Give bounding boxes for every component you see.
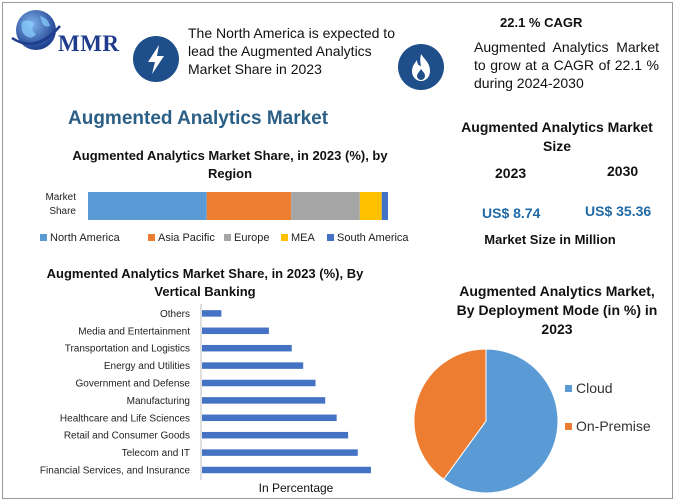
vertical-x-axis-label: In Percentage (259, 481, 334, 495)
region-stacked-bar-chart: Market Share North America Asia Pacific Eu… (40, 192, 409, 244)
legend-swatch-europe (224, 234, 231, 241)
vertical-label-telecom-and-it: Telecom and IT (122, 448, 190, 459)
flame-icon (398, 44, 444, 90)
legend-swatch-south-america (327, 234, 334, 241)
region-bar-mea (359, 192, 382, 220)
mmr-logo (11, 10, 61, 50)
region-bar-europe (291, 192, 360, 220)
legend-label-mea: MEA (291, 232, 316, 244)
vertical-bar-healthcare-and-life-sciences (202, 414, 337, 422)
vertical-bar-financial-services-and-insurance (202, 466, 371, 474)
vertical-label-retail-and-consumer-goods: Retail and Consumer Goods (64, 431, 190, 442)
main-title: Augmented Analytics Market (68, 108, 329, 129)
legend-swatch-asia-pacific (148, 234, 155, 241)
region-bar-north-america (88, 192, 207, 220)
vertical-bar-manufacturing (202, 397, 326, 404)
infographic-frame (2, 2, 673, 499)
pie-slice-cloud (442, 348, 559, 494)
vertical-label-manufacturing: Manufacturing (127, 396, 190, 407)
pie-legend-swatch-cloud (565, 385, 572, 392)
lightning-icon (133, 36, 179, 82)
vertical-bar-others (202, 310, 222, 317)
value-2030: US$ 35.36 (585, 203, 652, 219)
deployment-pie-chart: Cloud On-Premise (413, 348, 651, 494)
vertical-label-healthcare-and-life-sciences: Healthcare and Life Sciences (60, 413, 190, 424)
cagr-text: Augmented Analytics Market to grow at a … (474, 39, 659, 91)
region-bar-asia-pacific (206, 192, 292, 220)
pie-slice-on-premise (413, 348, 487, 480)
legend-swatch-mea (281, 234, 288, 241)
year-2030: 2030 (607, 163, 639, 179)
vertical-bar-media-and-entertainment (202, 327, 269, 335)
pie-chart-title: Augmented Analytics Market, By Deploymen… (456, 283, 658, 337)
market-size-title: Augmented Analytics Market Size (461, 119, 653, 154)
vertical-bar-telecom-and-it (202, 449, 358, 456)
legend-label-asia-pacific: Asia Pacific (158, 232, 215, 244)
region-bar-south-america (381, 192, 388, 220)
pie-legend-label-cloud: Cloud (576, 380, 613, 396)
cagr-title: 22.1 % CAGR (500, 15, 583, 30)
logo-text: MMR (58, 31, 120, 56)
legend-label-europe: Europe (234, 232, 269, 244)
pie-legend-label-on-premise: On-Premise (576, 418, 651, 434)
vertical-label-energy-and-utilities: Energy and Utilities (104, 361, 190, 372)
year-2023: 2023 (495, 165, 527, 181)
north-america-highlight: The North America is expected to lead th… (188, 25, 395, 77)
value-2023: US$ 8.74 (482, 205, 541, 221)
region-category-label-line2: Share (49, 206, 76, 217)
market-size-unit: Market Size in Million (484, 232, 616, 247)
pie-legend-swatch-on-premise (565, 423, 572, 430)
legend-label-north-america: North America (50, 232, 121, 244)
vertical-label-government-and-defense: Government and Defense (75, 379, 190, 390)
vertical-bar-energy-and-utilities (202, 362, 304, 369)
region-category-label: Market (45, 192, 76, 203)
vertical-bar-government-and-defense (202, 379, 316, 387)
legend-swatch-north-america (40, 234, 47, 241)
vertical-chart-title: Augmented Analytics Market Share, in 202… (46, 266, 364, 299)
legend-label-south-america: South America (337, 232, 409, 244)
vertical-bar-retail-and-consumer-goods (202, 431, 349, 439)
vertical-label-financial-services-and-insurance: Financial Services, and Insurance (40, 466, 191, 477)
vertical-label-transportation-and-logistics: Transportation and Logistics (65, 344, 190, 355)
vertical-bar-transportation-and-logistics (202, 344, 292, 352)
vertical-label-others: Others (160, 309, 190, 320)
vertical-bar-chart: Financial Services, and Insurance Telecom… (40, 304, 371, 495)
region-chart-title: Augmented Analytics Market Share, in 202… (72, 148, 388, 181)
vertical-label-media-and-entertainment: Media and Entertainment (78, 326, 190, 337)
